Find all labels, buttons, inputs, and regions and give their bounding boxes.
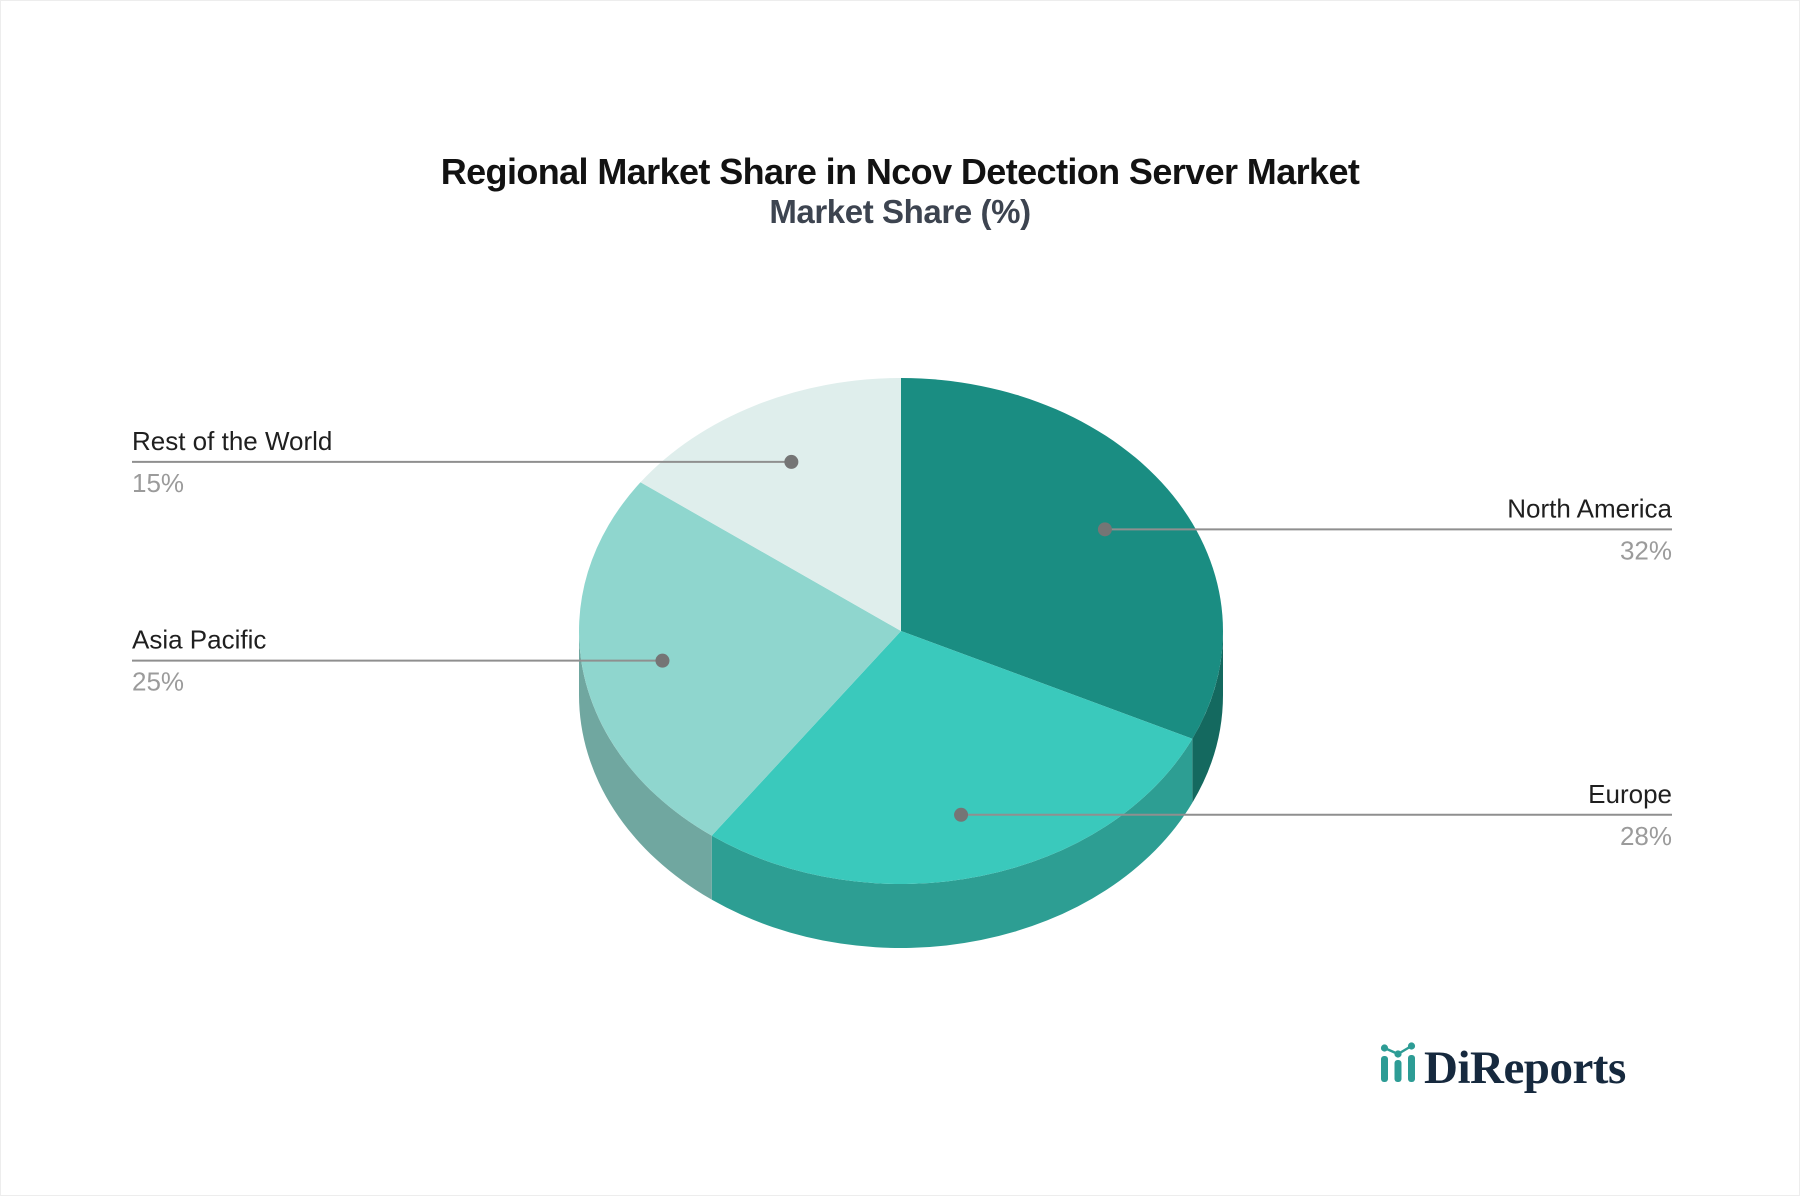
pie-rim-north-america [1192, 631, 1223, 803]
direports-logo: DiReports [1379, 1042, 1626, 1092]
pie-slices [579, 378, 1223, 884]
pie-rim-asia-pacific [579, 631, 712, 900]
pie-rim-europe [711, 738, 1193, 948]
slice-value-north-america: 32% [1620, 535, 1672, 565]
logo-dot-middle [1394, 1050, 1402, 1058]
leader-dot-asia-pacific [655, 653, 670, 668]
pie-slice-asia-pacific[interactable] [579, 482, 901, 836]
logo-bar-right [1408, 1055, 1415, 1082]
leader-lines [132, 454, 1672, 822]
leader-dot-north-america [1097, 522, 1112, 537]
logo-bar-left [1381, 1056, 1388, 1082]
logo-dot-right [1407, 1042, 1416, 1050]
slice-value-asia-pacific: 25% [132, 667, 184, 697]
slice-label-europe: Europe [1588, 779, 1672, 809]
bar-chart-trend-icon [1380, 1042, 1416, 1082]
slice-labels: North America 32% Europe 28% Asia Pacific 25%… [132, 426, 1673, 851]
pie-slice-rest-of-the-world[interactable] [640, 378, 902, 631]
logo-bar-middle [1394, 1060, 1402, 1082]
chart-subtitle: Market Share (%) [769, 193, 1031, 230]
chart-title: Regional Market Share in Ncov Detection … [440, 151, 1360, 192]
slice-label-asia-pacific: Asia Pacific [132, 625, 266, 655]
logo-dot-left [1380, 1044, 1389, 1052]
pie-slice-north-america[interactable] [901, 378, 1223, 739]
slice-label-north-america: North America [1507, 493, 1672, 523]
slice-label-rest-of-the-world: Rest of the World [132, 426, 332, 456]
leader-dot-rest-of-the-world [784, 454, 799, 469]
slice-value-europe: 28% [1620, 821, 1672, 851]
leader-dot-europe [954, 807, 969, 822]
pie-slice-europe[interactable] [711, 631, 1193, 884]
pie-3d-rim [579, 631, 1223, 948]
slice-value-rest-of-the-world: 15% [132, 468, 184, 498]
logo-text: DiReports [1424, 1042, 1626, 1094]
